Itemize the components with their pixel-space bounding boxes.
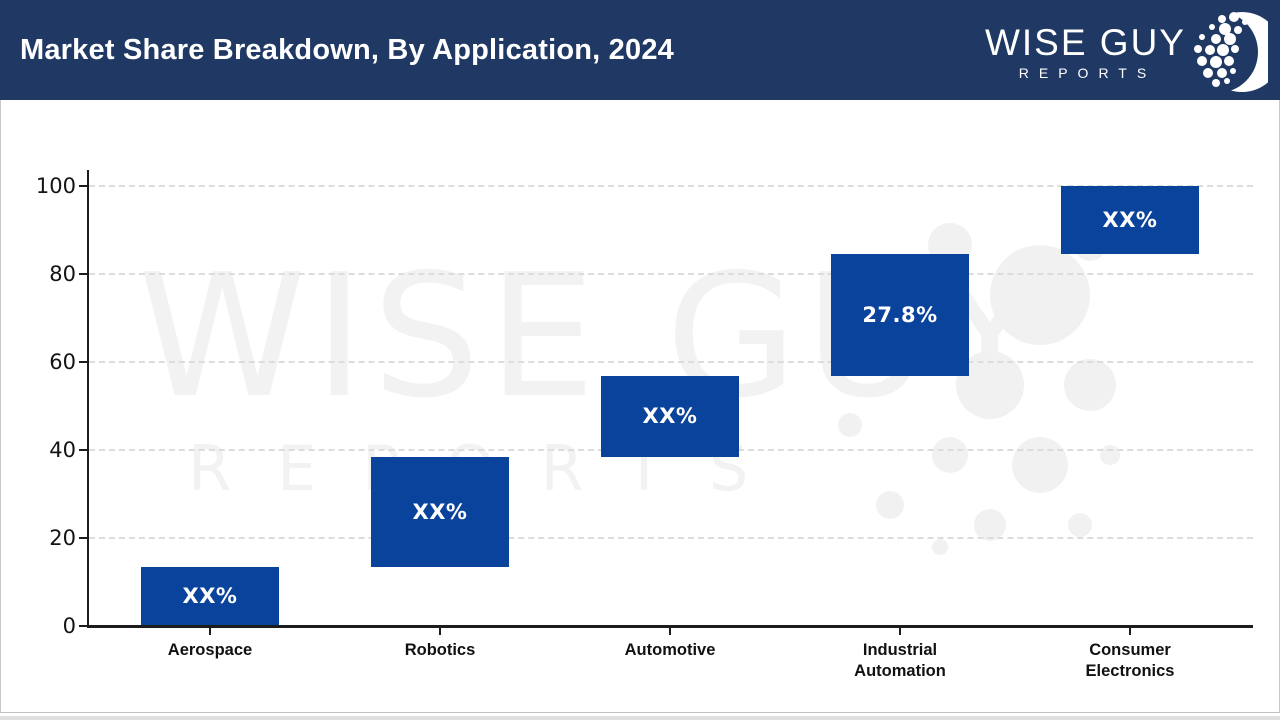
y-axis-tick — [79, 273, 87, 275]
gridline — [89, 361, 1253, 363]
x-tick-label-line: Aerospace — [167, 641, 253, 659]
bar-automotive: XX% — [601, 376, 739, 457]
logo-reports-text: REPORTS — [1018, 65, 1157, 81]
bar-aerospace: XX% — [141, 566, 279, 626]
x-tick-label-line: Robotics — [404, 641, 476, 659]
y-axis-tick — [79, 361, 87, 363]
x-axis-tick — [899, 628, 901, 635]
chart-title: Market Share Breakdown, By Application, … — [20, 33, 674, 66]
x-axis-tick — [209, 628, 211, 635]
y-axis-line — [87, 170, 89, 628]
gridline — [89, 537, 1253, 539]
y-axis-tick — [79, 625, 87, 627]
y-tick-label: 100 — [35, 174, 76, 198]
bar-value-label: XX% — [182, 584, 238, 609]
x-axis-line — [87, 625, 1253, 628]
x-tick-label-line: Consumer — [1089, 641, 1171, 659]
x-tick-label-line: Automotive — [624, 641, 716, 659]
x-tick-label-line: Industrial — [862, 641, 938, 659]
logo-wiseguy-text: WISE GUY — [984, 22, 1186, 63]
bar-value-label: XX% — [1102, 207, 1158, 232]
footer-strip — [0, 716, 1280, 720]
wise-guy-reports-logo: WISE GUY REPORTS — [985, 8, 1268, 96]
x-axis-tick — [439, 628, 441, 635]
y-axis-tick — [79, 537, 87, 539]
y-tick-label: 20 — [49, 526, 76, 550]
header-bar: Market Share Breakdown, By Application, … — [0, 0, 1280, 100]
y-axis-tick — [79, 449, 87, 451]
x-tick-label-line: Electronics — [1085, 662, 1175, 680]
y-tick-label: 40 — [49, 438, 76, 462]
logo-head-icon — [1176, 11, 1268, 93]
x-tick-label-line: Automation — [854, 662, 946, 680]
x-tick-label: Industrial Automation — [795, 640, 1005, 682]
bar-value-label: XX% — [412, 499, 468, 524]
y-tick-label: 60 — [49, 350, 76, 374]
y-axis-tick — [79, 185, 87, 187]
bar-robotics: XX% — [371, 456, 509, 567]
x-tick-label: Automotive — [565, 640, 775, 661]
y-tick-label: 80 — [49, 262, 76, 286]
x-axis-tick — [1129, 628, 1131, 635]
gridline — [89, 273, 1253, 275]
x-tick-label: Consumer Electronics — [1025, 640, 1235, 682]
x-tick-label: Robotics — [335, 640, 545, 661]
bar-industrial-automation: 27.8% — [831, 253, 969, 377]
logo-text: WISE GUY REPORTS — [984, 22, 1186, 82]
bar-value-label: 27.8% — [862, 302, 938, 327]
y-tick-label: 0 — [62, 614, 76, 638]
gridline — [89, 185, 1253, 187]
x-axis-tick — [669, 628, 671, 635]
bar-consumer-electronics: XX% — [1061, 186, 1199, 254]
bar-value-label: XX% — [642, 404, 698, 429]
x-tick-label: Aerospace — [105, 640, 315, 661]
